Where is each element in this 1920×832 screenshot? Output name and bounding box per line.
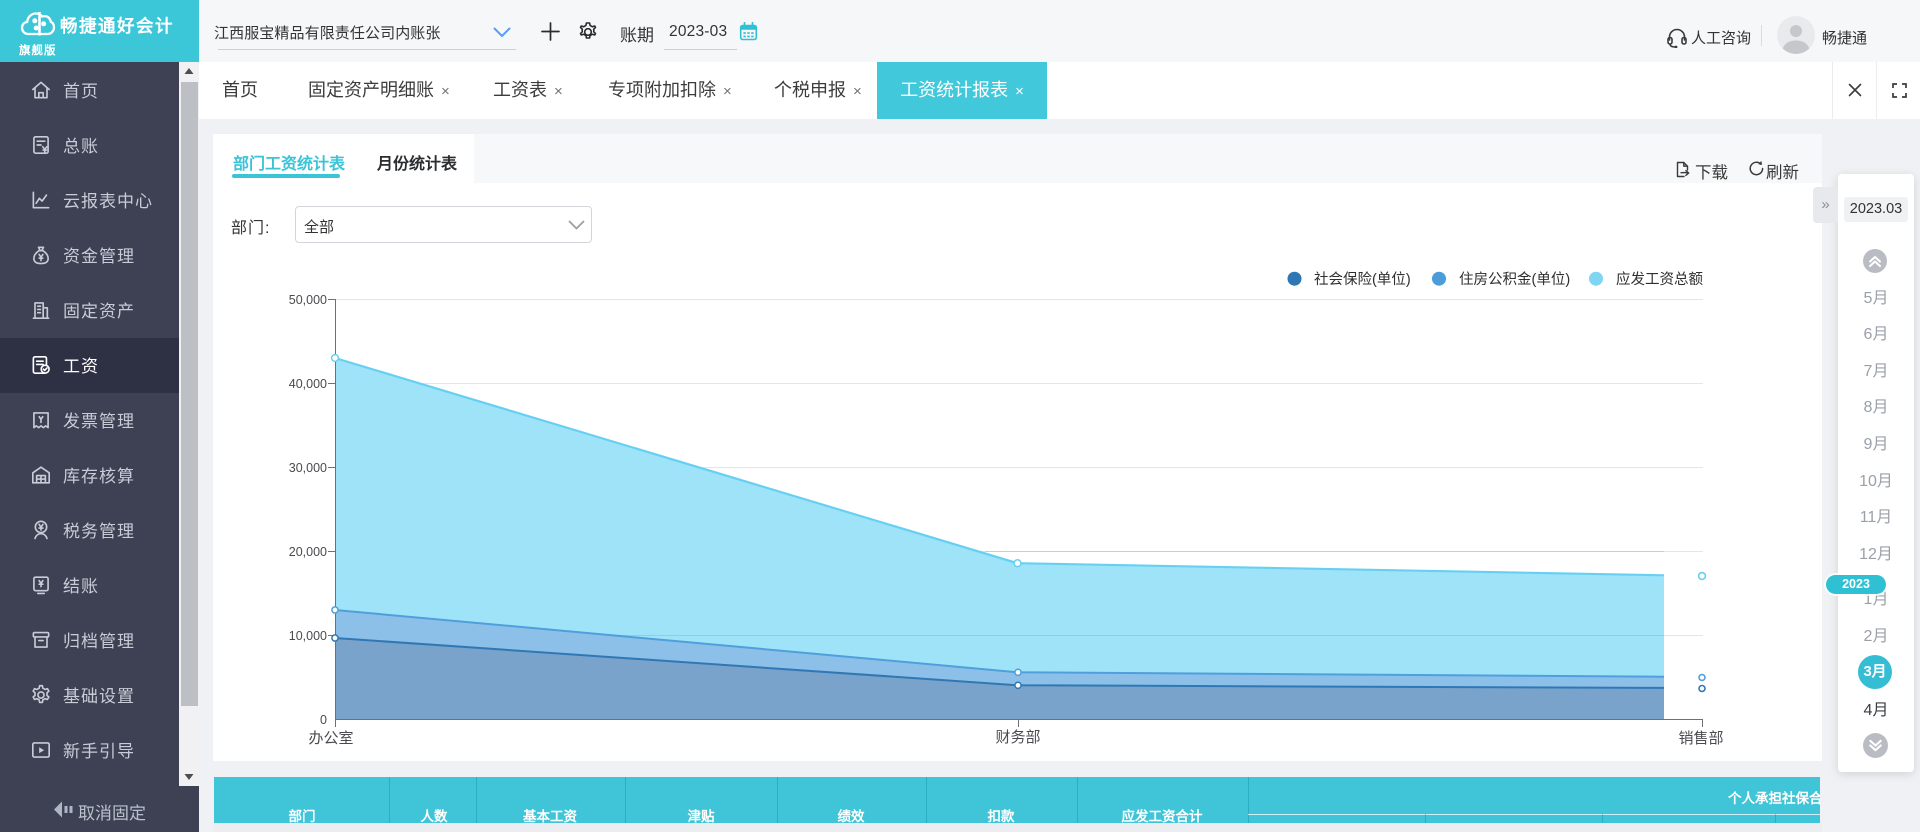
svg-text:销售部: 销售部 xyxy=(1678,730,1723,747)
svg-text:社会保险(单位): 社会保险(单位) xyxy=(1314,271,1411,288)
svg-text:办公室: 办公室 xyxy=(308,730,353,747)
svg-text:应发工资总额: 应发工资总额 xyxy=(1616,270,1703,288)
svg-text:20,000: 20,000 xyxy=(289,545,327,559)
svg-text:10,000: 10,000 xyxy=(289,629,327,643)
svg-text:30,000: 30,000 xyxy=(289,461,327,475)
svg-text:40,000: 40,000 xyxy=(289,377,327,391)
svg-text:0: 0 xyxy=(320,713,327,727)
svg-text:50,000: 50,000 xyxy=(289,293,327,307)
svg-text:住房公积金(单位): 住房公积金(单位) xyxy=(1459,271,1570,288)
svg-text:财务部: 财务部 xyxy=(995,729,1040,746)
